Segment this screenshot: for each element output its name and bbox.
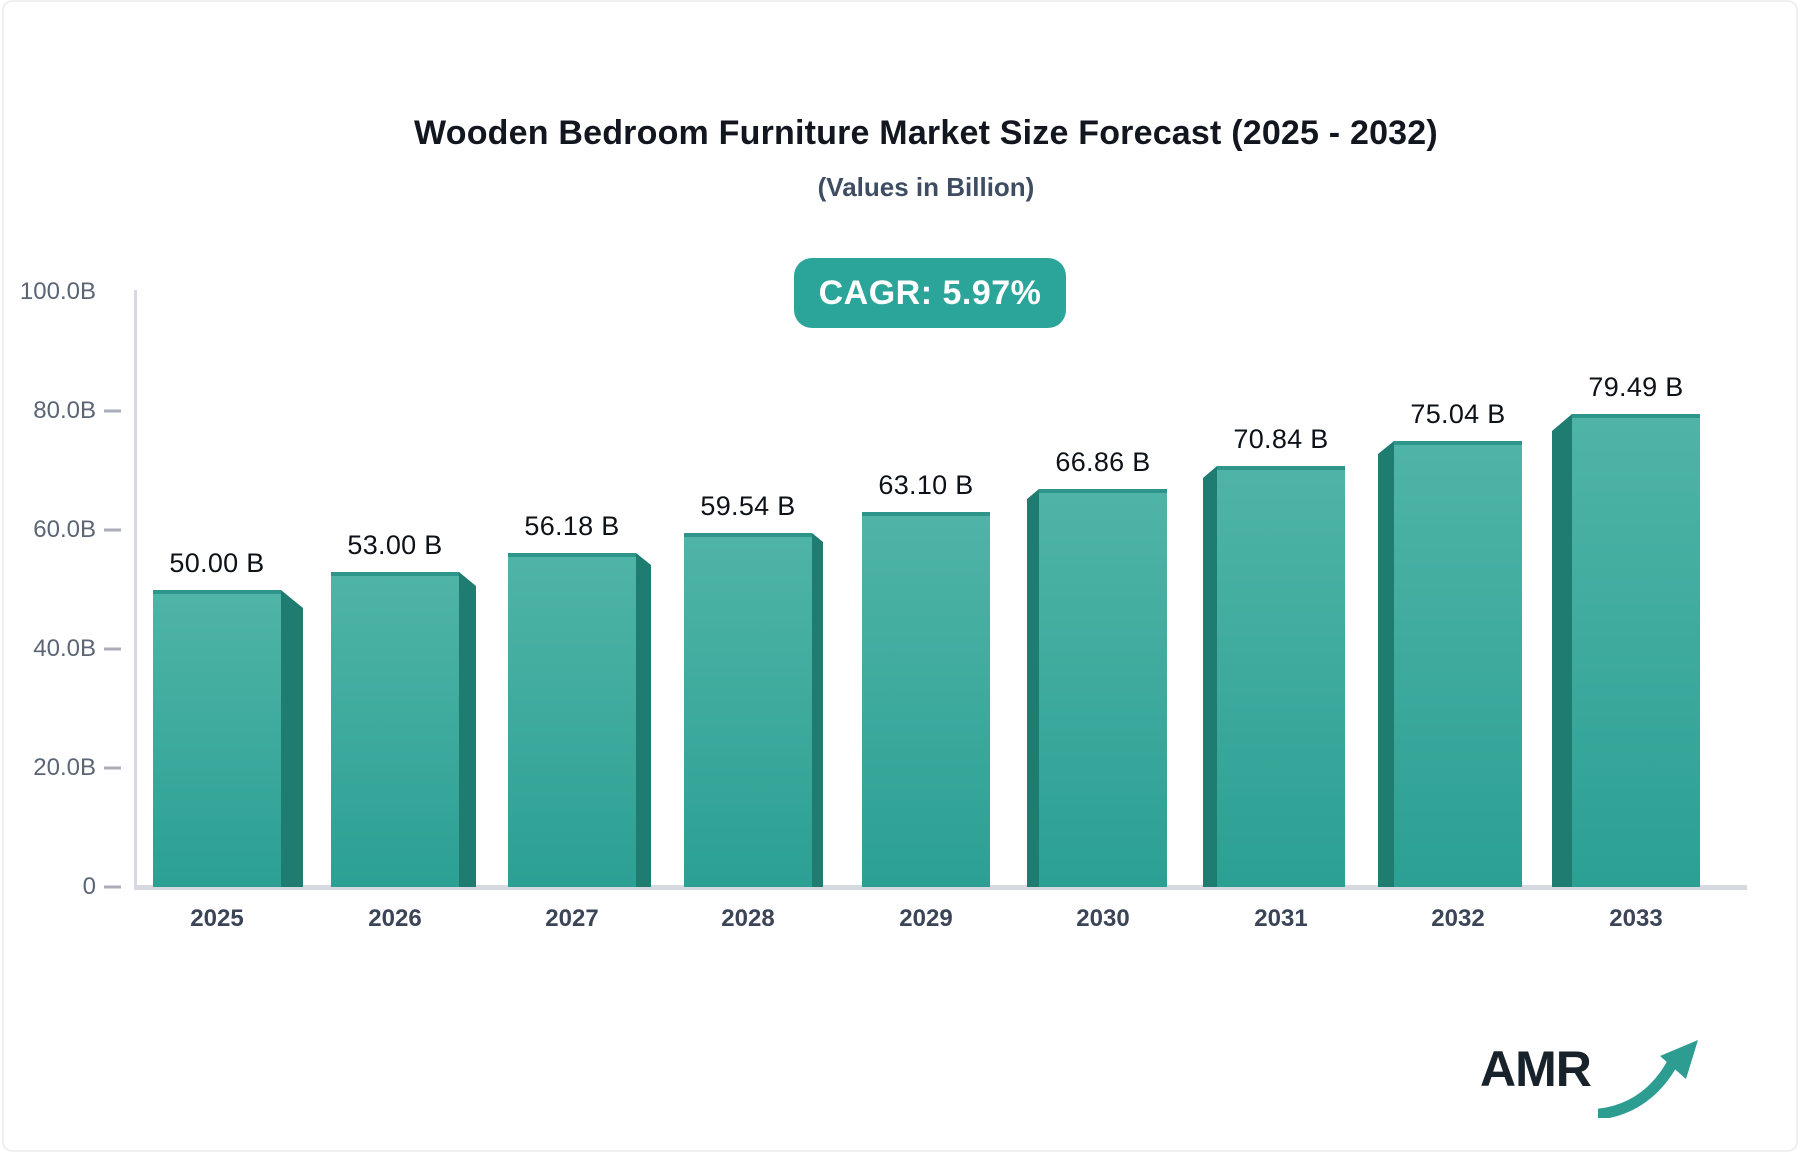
y-tick-mark <box>104 528 121 532</box>
trend-up-arrow-icon <box>1598 1040 1698 1118</box>
x-tick-label-2028: 2028 <box>721 905 775 932</box>
bar-2026 <box>331 572 459 887</box>
bar-side-face-2026 <box>459 572 476 887</box>
x-tick-label-2033: 2033 <box>1609 905 1663 932</box>
bar-2030 <box>1039 489 1167 887</box>
y-tick-label: 0 <box>82 873 96 900</box>
bar-2028 <box>684 533 812 887</box>
y-tick-mark <box>104 766 121 770</box>
y-tick-mark <box>104 885 121 889</box>
bar-value-label: 75.04 B <box>1410 399 1506 429</box>
x-tick-label-2032: 2032 <box>1431 905 1485 932</box>
amr-logo-text: AMR <box>1480 1041 1592 1097</box>
bar-2032 <box>1394 441 1522 887</box>
x-axis-line <box>134 885 1747 890</box>
y-axis-line <box>134 290 137 888</box>
bar-2027 <box>508 553 636 887</box>
bar-value-label: 66.86 B <box>1055 447 1151 477</box>
bar-2031 <box>1217 466 1345 887</box>
chart-subtitle: (Values in Billion) <box>817 172 1035 202</box>
bar-value-label: 59.54 B <box>700 491 796 521</box>
bar-value-label: 63.10 B <box>878 470 974 500</box>
bar-2025 <box>153 590 281 887</box>
chart-title: Wooden Bedroom Furniture Market Size For… <box>414 114 1438 152</box>
amr-logo: AMR <box>1480 1034 1700 1118</box>
bar-side-face-2032 <box>1378 441 1394 887</box>
bar-value-label: 70.84 B <box>1233 424 1329 454</box>
x-tick-label-2029: 2029 <box>899 905 953 932</box>
x-tick-label-2027: 2027 <box>545 905 599 932</box>
y-tick-label: 60.0B <box>33 516 96 543</box>
bar-side-face-2028 <box>812 533 823 887</box>
x-tick-label-2025: 2025 <box>190 905 244 932</box>
bar-2033 <box>1572 414 1700 887</box>
bar-side-face-2025 <box>281 590 303 887</box>
bar-side-face-2027 <box>636 553 651 887</box>
bar-side-face-2031 <box>1203 466 1217 887</box>
bar-2029 <box>862 512 990 887</box>
bar-value-label: 56.18 B <box>524 511 620 541</box>
bar-value-label: 79.49 B <box>1588 372 1684 402</box>
bar-value-label: 50.00 B <box>169 548 265 578</box>
y-tick-label: 100.0B <box>19 278 96 305</box>
y-tick-label: 80.0B <box>33 397 96 424</box>
y-tick-mark <box>104 647 121 651</box>
y-tick-label: 20.0B <box>33 754 96 781</box>
bar-side-face-2033 <box>1552 414 1572 887</box>
x-tick-label-2030: 2030 <box>1076 905 1130 932</box>
bar-side-face-2030 <box>1027 489 1039 887</box>
y-tick-label: 40.0B <box>33 635 96 662</box>
cagr-badge: CAGR: 5.97% <box>794 258 1066 328</box>
x-tick-label-2031: 2031 <box>1254 905 1308 932</box>
x-tick-label-2026: 2026 <box>368 905 422 932</box>
bar-value-label: 53.00 B <box>347 530 443 560</box>
y-tick-mark <box>104 409 121 413</box>
bar-chart: 100.0B 80.0B 60.0B 40.0B 20.0B 0 50.00 B 53.00… <box>4 2 1796 1150</box>
